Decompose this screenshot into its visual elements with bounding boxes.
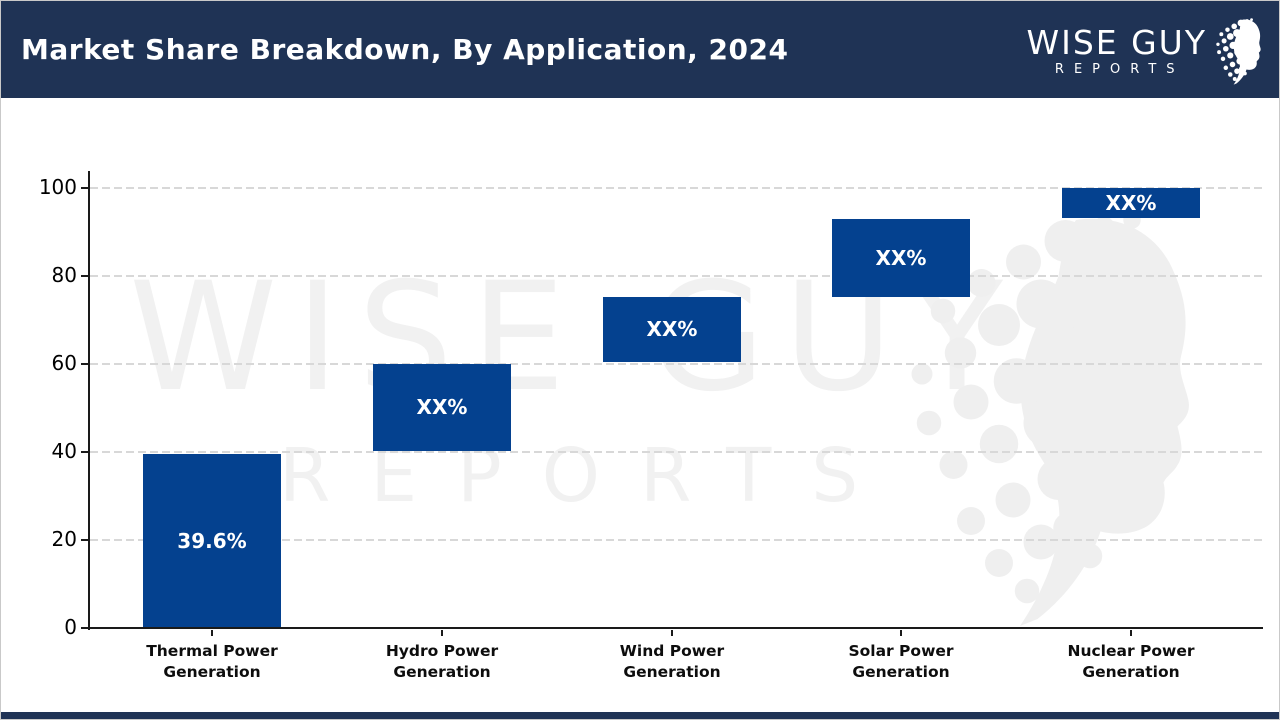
- logo-head-icon: [1216, 18, 1261, 85]
- y-tick: [81, 627, 90, 629]
- x-axis-label: Thermal Power Generation: [146, 642, 278, 681]
- x-tick: [441, 630, 443, 636]
- brand-logo: WISE GUY REPORTS: [1026, 7, 1265, 95]
- bar-value-label: XX%: [646, 317, 698, 342]
- y-axis-label: 20: [51, 527, 77, 551]
- bar: XX%: [1062, 188, 1200, 219]
- y-tick: [81, 363, 90, 365]
- gridline: [90, 363, 1263, 365]
- y-tick: [81, 275, 90, 277]
- y-axis-label: 80: [51, 263, 77, 287]
- y-axis-label: 100: [38, 175, 77, 199]
- x-axis-label: Wind Power Generation: [619, 642, 725, 681]
- x-tick: [900, 630, 902, 636]
- bar: XX%: [832, 219, 970, 298]
- y-tick: [81, 539, 90, 541]
- x-tick: [1130, 630, 1132, 636]
- bar-value-label: XX%: [1105, 191, 1157, 216]
- footer-bar: [1, 712, 1279, 719]
- gridline: [90, 451, 1263, 453]
- gridline: [90, 275, 1263, 277]
- x-axis-line: [88, 627, 1263, 629]
- x-axis-label: Solar Power Generation: [848, 642, 954, 681]
- y-tick: [81, 451, 90, 453]
- y-axis-label: 60: [51, 351, 77, 375]
- bar-value-label: 39.6%: [177, 528, 247, 553]
- bar: XX%: [373, 363, 511, 451]
- y-axis-label: 40: [51, 439, 77, 463]
- logo-line1: WISE GUY: [1026, 22, 1207, 62]
- chart-title: Market Share Breakdown, By Application, …: [21, 33, 789, 66]
- bar-value-label: XX%: [416, 395, 468, 420]
- x-tick: [211, 630, 213, 636]
- x-tick: [671, 630, 673, 636]
- bar: XX%: [603, 297, 741, 362]
- header: Market Share Breakdown, By Application, …: [1, 1, 1279, 98]
- y-axis-label: 0: [64, 615, 77, 639]
- x-axis-label: Hydro Power Generation: [385, 642, 499, 681]
- y-tick: [81, 187, 90, 189]
- x-axis-label: Nuclear Power Generation: [1067, 642, 1195, 681]
- y-axis-line: [88, 171, 90, 630]
- gridline: [90, 539, 1263, 541]
- logo-wordmark: WISE GUY REPORTS: [1026, 22, 1207, 78]
- bar-value-label: XX%: [875, 246, 927, 271]
- bar: 39.6%: [143, 453, 281, 628]
- gridline: [90, 187, 1263, 189]
- logo-line2: REPORTS: [1054, 62, 1185, 78]
